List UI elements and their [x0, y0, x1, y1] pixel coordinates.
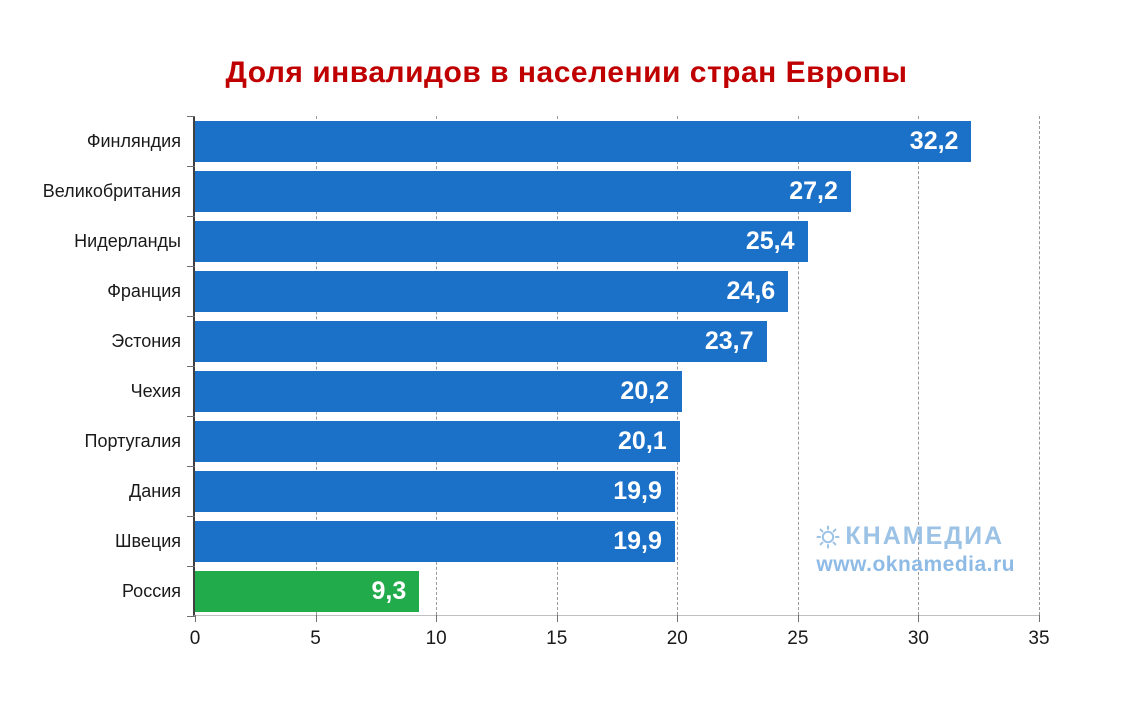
bar-value-label: 19,9 [613, 476, 662, 505]
x-tick-mark [556, 615, 558, 622]
category-label: Франция [107, 281, 181, 301]
gridline [918, 116, 920, 615]
y-tick-mark [187, 116, 195, 117]
bar: 23,7 [195, 320, 767, 362]
gridline [556, 116, 558, 615]
bar: 27,2 [195, 170, 851, 212]
bar-row: 19,9 [195, 466, 1039, 516]
bar-chart: Финляндия Великобритания Нидерланды Франция… [12, 116, 1050, 649]
y-tick-mark [187, 566, 195, 567]
bar-row: 20,1 [195, 416, 1039, 466]
bar-value-label: 23,7 [704, 326, 754, 355]
watermark-url: www.oknamedia.ru [816, 553, 1015, 576]
bar: 19,9 [195, 470, 675, 512]
bar: 20,1 [195, 420, 680, 462]
x-axis: 0 5 10 15 20 25 30 35 [190, 615, 1050, 659]
y-tick-mark [187, 216, 195, 217]
gridline [677, 116, 679, 615]
x-tick-label: 35 [1028, 628, 1050, 649]
bar-row: 19,9 [195, 516, 1039, 566]
x-tick-label: 5 [310, 628, 321, 649]
gridline [1039, 116, 1040, 615]
y-tick-mark [187, 266, 195, 267]
x-tick-label: 0 [189, 628, 201, 649]
category-label: Чехия [130, 381, 181, 401]
bar-row: 32,2 [195, 116, 1039, 166]
x-tick-label: 25 [787, 628, 809, 649]
sun-icon [816, 525, 840, 549]
bar-row: 24,6 [195, 266, 1039, 316]
bar-row: 27,2 [195, 166, 1039, 216]
category-label: Дания [129, 481, 181, 501]
y-tick-mark [187, 366, 195, 367]
x-tick-mark [1039, 615, 1040, 622]
x-tick-mark [677, 615, 679, 622]
y-tick-mark [187, 466, 195, 467]
watermark: КНАМЕДИА www.oknamedia.ru [816, 522, 1015, 577]
bar-row: 23,7 [195, 316, 1039, 366]
gridline [315, 116, 317, 615]
x-tick-mark [195, 615, 196, 622]
watermark-brand: КНАМЕДИА [816, 522, 1015, 551]
bar: 19,9 [195, 520, 675, 562]
category-label: Эстония [111, 331, 181, 351]
bar: 24,6 [195, 270, 789, 312]
bar-value-label: 9,3 [371, 576, 407, 605]
bar: 25,4 [195, 220, 808, 262]
bar: 9,3 [195, 570, 420, 612]
bar-value-label: 19,9 [613, 526, 662, 555]
y-tick-mark [187, 316, 195, 317]
gridline [436, 116, 438, 615]
plot-area: 32,2 27,2 25,4 24,6 23,7 20,2 20,1 19,9 19,9 9,3 … [187, 116, 1050, 649]
bar: 20,2 [195, 370, 683, 412]
chart-title: Доля инвалидов в населении стран Европы [225, 56, 908, 89]
x-tick-mark [918, 615, 920, 622]
bar-value-label: 20,2 [620, 376, 670, 405]
category-label: Россия [121, 581, 181, 601]
gridline [797, 116, 799, 615]
category-label: Финляндия [86, 131, 181, 151]
y-tick-mark [187, 166, 195, 167]
bar-value-label: 32,2 [909, 126, 959, 155]
category-label: Нидерланды [74, 231, 181, 251]
bar: 32,2 [195, 120, 972, 162]
y-tick-mark [187, 616, 195, 617]
bar-value-label: 24,6 [726, 276, 776, 305]
bar-row: 20,2 [195, 366, 1039, 416]
x-tick-mark [315, 615, 317, 622]
watermark-brand-text: КНАМЕДИА [845, 522, 1005, 550]
category-label: Великобритания [42, 181, 181, 201]
x-tick-label: 15 [546, 628, 568, 649]
x-tick-label: 10 [425, 628, 447, 649]
y-tick-mark [187, 416, 195, 417]
x-tick-mark [436, 615, 438, 622]
bar-row: 9,3 [195, 566, 1039, 616]
bar-row: 25,4 [195, 216, 1039, 266]
category-label: Португалия [84, 431, 182, 451]
bar-value-label: 20,1 [618, 426, 667, 455]
category-label: Швеция [115, 531, 181, 551]
category-labels: Финляндия Великобритания Нидерланды Франция… [12, 116, 193, 616]
bar-value-label: 27,2 [789, 176, 838, 205]
y-tick-mark [187, 516, 195, 517]
x-tick-mark [797, 615, 799, 622]
bars: 32,2 27,2 25,4 24,6 23,7 20,2 20,1 19,9 19,9 9,3 [195, 116, 1039, 616]
bar-value-label: 25,4 [745, 226, 795, 255]
x-tick-label: 20 [666, 628, 688, 649]
x-tick-label: 30 [907, 628, 929, 649]
